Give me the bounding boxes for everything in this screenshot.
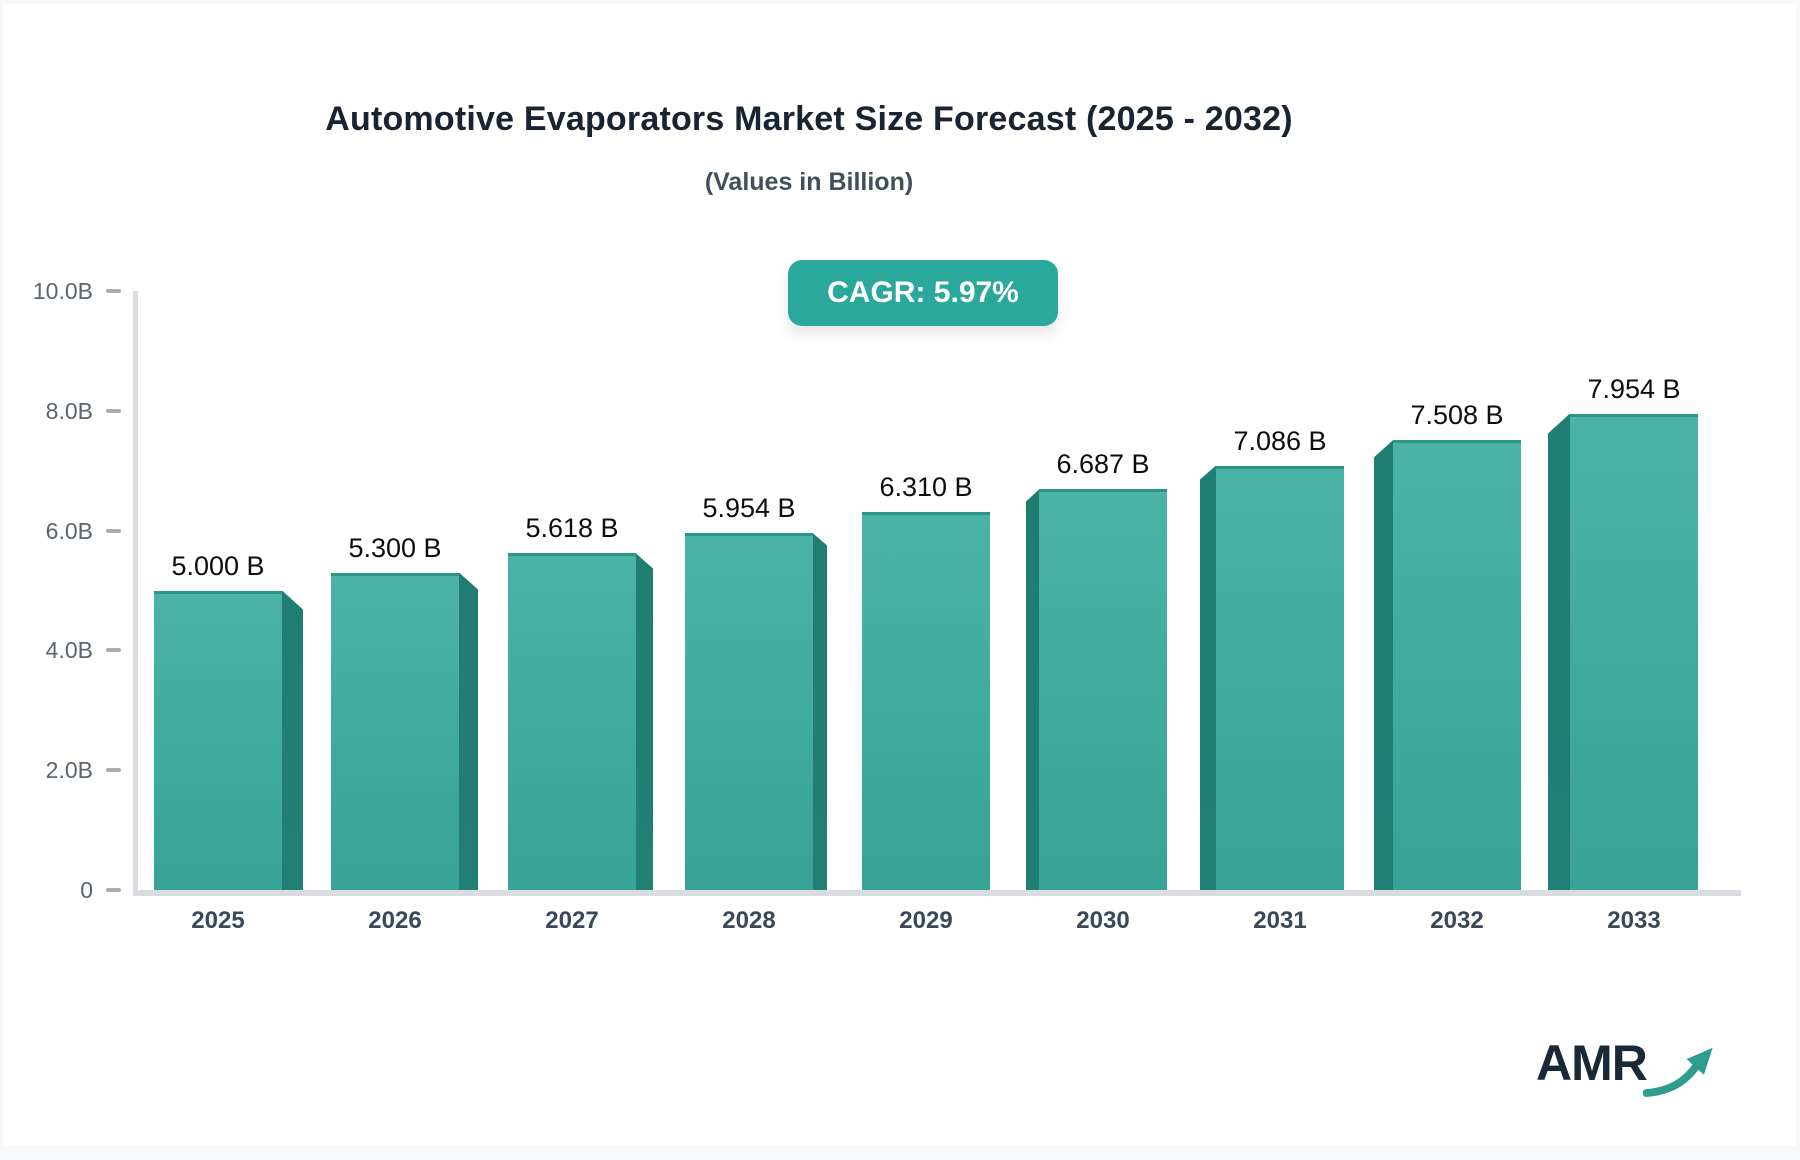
y-axis-tick-label: 10.0B: [32, 278, 93, 304]
bar-value-label-2030: 6.687 B: [1056, 449, 1150, 480]
bar-3d-side-2025: [282, 590, 303, 890]
y-axis-tick-mark: [106, 648, 121, 653]
y-axis-tick-mark: [106, 289, 121, 293]
bar-3d-side-2033: [1548, 413, 1570, 890]
amr-logo: AMR: [1536, 1034, 1716, 1114]
x-axis-label-2033: 2033: [1607, 907, 1661, 934]
bar-3d-side-2028: [813, 533, 827, 890]
bar-value-label-2026: 5.300 B: [348, 532, 442, 563]
y-axis-tick-mark: [106, 888, 121, 892]
bar-value-label-2028: 5.954 B: [702, 493, 796, 524]
x-axis-label-2030: 2030: [1076, 907, 1130, 934]
cagr-badge-label: CAGR: 5.97%: [827, 276, 1019, 309]
bar-2029: [862, 512, 990, 890]
chart-title: Automotive Evaporators Market Size Forec…: [325, 100, 1293, 138]
x-axis-label-2031: 2031: [1253, 907, 1307, 934]
bar-value-label-2027: 5.618 B: [525, 513, 619, 544]
bar-2030: [1039, 489, 1167, 890]
bar-value-label-2032: 7.508 B: [1410, 400, 1504, 431]
bar-3d-side-2026: [459, 572, 478, 890]
bar-3d-side-2032: [1374, 440, 1393, 890]
bar-chart-plot-area: 0 2.0B 4.0B 6.0B 8.0B 10.0B 5.000 B 2025 5.300 B…: [3, 4, 1800, 1160]
bar-3d-side-2030: [1026, 489, 1039, 890]
bar-2032: [1393, 440, 1521, 890]
x-axis-label-2029: 2029: [899, 907, 953, 934]
bar-2028: [685, 533, 813, 890]
x-axis-label-2032: 2032: [1430, 907, 1484, 934]
amr-logo-text: AMR: [1536, 1035, 1648, 1091]
bar-value-label-2025: 5.000 B: [171, 550, 265, 581]
bar-value-label-2031: 7.086 B: [1233, 425, 1327, 456]
chart-subtitle: (Values in Billion): [704, 168, 914, 196]
bar-value-label-2029: 6.310 B: [879, 472, 973, 503]
cagr-badge: CAGR: 5.97%: [788, 260, 1058, 326]
x-axis-label-2028: 2028: [722, 907, 776, 934]
y-axis-tick-mark: [106, 768, 121, 773]
x-axis-label-2026: 2026: [368, 907, 422, 934]
y-axis-line: [133, 291, 138, 890]
bar-3d-side-2031: [1200, 465, 1216, 890]
y-axis-tick-label: 0: [80, 877, 93, 903]
x-axis-label-2027: 2027: [545, 907, 599, 934]
bar-value-label-2033: 7.954 B: [1587, 373, 1681, 404]
x-axis-baseline: [133, 890, 1741, 896]
y-axis-tick-label: 4.0B: [45, 637, 93, 664]
bar-2033: [1570, 413, 1698, 890]
bar-2026: [331, 572, 459, 890]
bar-2031: [1216, 465, 1344, 890]
x-axis-label-2025: 2025: [191, 907, 245, 934]
y-axis-tick-label: 2.0B: [45, 757, 93, 784]
y-axis-tick-label: 8.0B: [45, 397, 93, 424]
bar-2027: [508, 553, 636, 890]
y-axis-tick-mark: [106, 408, 121, 413]
bar-2025: [154, 590, 282, 890]
chart-card: Automotive Evaporators Market Size Forec…: [3, 4, 1796, 1146]
y-axis-tick-mark: [106, 528, 121, 533]
bar-3d-side-2027: [636, 553, 653, 890]
y-axis-tick-label: 6.0B: [45, 517, 93, 544]
growth-arrow-icon: [1642, 1047, 1713, 1097]
